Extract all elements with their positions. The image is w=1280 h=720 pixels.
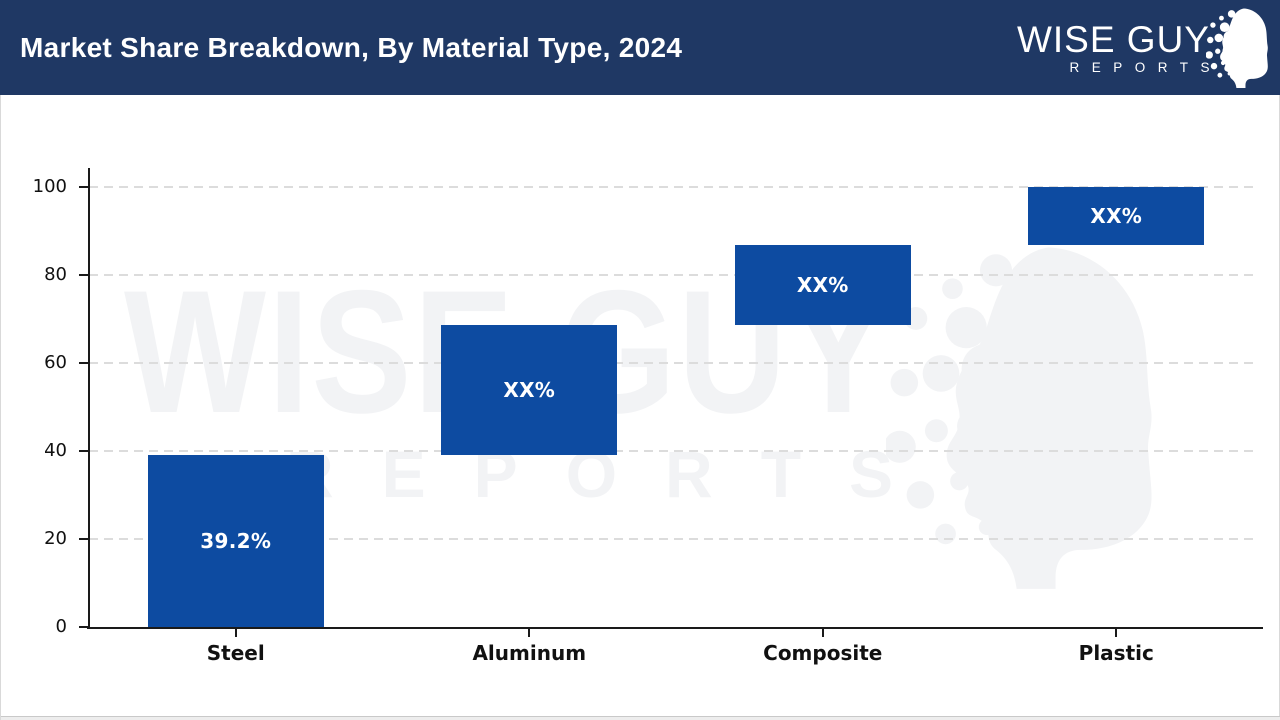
x-tick-label: Plastic: [1078, 641, 1154, 665]
x-tick: [528, 629, 531, 637]
bar-plastic: XX%: [1028, 187, 1205, 246]
x-tick-label: Composite: [763, 641, 883, 665]
y-tick: [79, 538, 89, 540]
bar-label: XX%: [1090, 204, 1143, 229]
x-tick: [234, 629, 237, 637]
y-axis: [88, 168, 90, 629]
chart: WISE GUY REPORTS 0 20 40 60 80 100 Steel Alumin…: [0, 95, 1280, 720]
gridline: [89, 538, 1254, 540]
bottom-frame: [1, 716, 1280, 720]
brand-text: WISE GUY REPORTS: [1017, 21, 1210, 75]
y-tick-label: 40: [44, 440, 67, 461]
gridline: [89, 450, 1254, 452]
y-tick: [79, 626, 89, 628]
bar-composite: XX%: [734, 245, 911, 326]
y-tick-label: 100: [32, 176, 67, 197]
page-title: Market Share Breakdown, By Material Type…: [20, 31, 683, 63]
brand-subname: REPORTS: [1069, 59, 1222, 75]
bar-aluminum: XX%: [441, 325, 618, 455]
y-tick: [79, 186, 89, 188]
x-tick: [821, 629, 824, 637]
y-tick: [79, 274, 89, 276]
brand-name: WISE GUY: [1016, 18, 1210, 60]
bar-steel: 39.2%: [147, 454, 324, 627]
bar-label: XX%: [796, 273, 849, 298]
y-tick: [79, 450, 89, 452]
y-tick-label: 80: [44, 264, 67, 285]
gridline: [89, 362, 1254, 364]
x-axis: [87, 627, 1263, 629]
y-tick-label: 20: [44, 528, 67, 549]
brand-face-icon: [1206, 8, 1268, 88]
brand-logo: WISE GUY REPORTS: [1017, 0, 1270, 95]
header-bar: Market Share Breakdown, By Material Type…: [0, 0, 1280, 95]
y-tick-label: 60: [44, 352, 67, 373]
gridline: [89, 186, 1254, 188]
y-tick: [79, 362, 89, 364]
x-tick: [1115, 629, 1118, 637]
x-tick-label: Steel: [206, 641, 265, 665]
y-tick-label: 0: [55, 616, 67, 637]
bar-label: 39.2%: [200, 528, 272, 553]
gridline: [89, 274, 1254, 276]
x-tick-label: Aluminum: [472, 641, 587, 665]
bar-label: XX%: [503, 377, 556, 402]
